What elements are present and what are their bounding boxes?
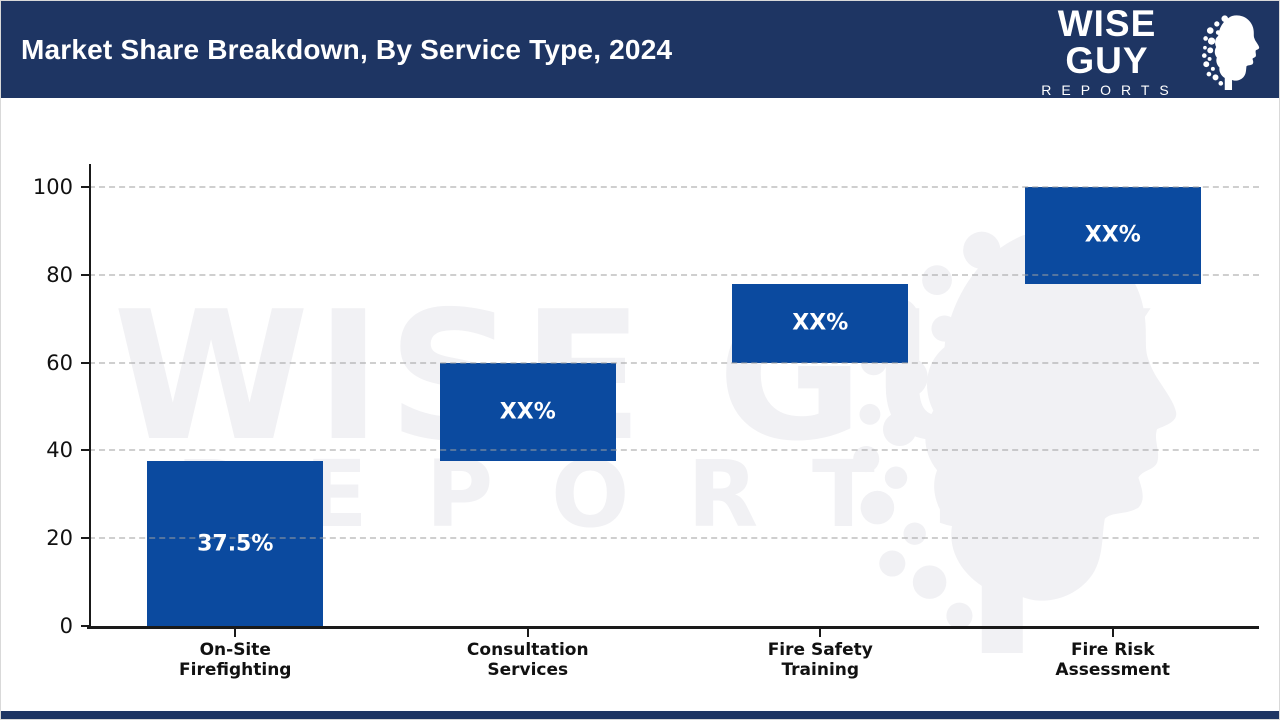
bar-value-label: XX% (499, 399, 556, 425)
logo-subtitle: REPORTS (1041, 82, 1179, 98)
y-tick-0 (81, 625, 89, 627)
x-tick-3 (819, 629, 822, 637)
y-tick-60 (81, 361, 89, 364)
bar-1 (147, 461, 324, 626)
gridline-60 (89, 361, 1259, 364)
y-axis-spine (89, 164, 91, 629)
category-label: On-Site Firefighting (179, 640, 292, 680)
x-tick-2 (526, 629, 529, 637)
logo-text: WISE GUY REPORTS (1017, 5, 1197, 97)
y-tick-80 (81, 273, 89, 276)
page-title: Market Share Breakdown, By Service Type,… (21, 33, 673, 65)
bar-4 (1024, 187, 1201, 284)
x-axis-spine (87, 626, 1259, 629)
y-tick-label-100: 100 (32, 175, 73, 199)
bar-value-label: 37.5% (197, 531, 274, 557)
gridline-40 (89, 449, 1259, 452)
logo-wordmark: WISE GUY (1057, 3, 1157, 81)
wise-guy-logo: WISE GUY REPORTS (1017, 5, 1267, 97)
y-tick-40 (81, 449, 89, 452)
bar-2 (439, 362, 616, 462)
gridline-100 (89, 186, 1259, 188)
y-tick-label-60: 60 (46, 350, 73, 375)
y-tick-label-20: 20 (46, 526, 73, 551)
header-band: Market Share Breakdown, By Service Type,… (1, 1, 1279, 98)
logo-head-profile-icon (1201, 12, 1267, 90)
bar-value-label: XX% (792, 310, 849, 336)
footer-band (1, 711, 1279, 719)
y-tick-20 (81, 537, 89, 540)
bar-3 (732, 283, 909, 363)
x-tick-4 (1111, 629, 1114, 637)
category-label: Fire Safety Training (767, 640, 873, 680)
category-label: Fire Risk Assessment (1055, 640, 1171, 680)
bar-value-label: XX% (1084, 222, 1141, 248)
gridline-80 (89, 273, 1259, 276)
y-tick-label-40: 40 (46, 438, 73, 463)
gridline-20 (89, 537, 1259, 540)
x-tick-1 (234, 629, 237, 637)
y-tick-label-80: 80 (46, 262, 73, 287)
y-tick-label-0: 0 (59, 614, 73, 638)
y-tick-100 (81, 186, 89, 188)
category-label: Consultation Services (466, 640, 589, 680)
